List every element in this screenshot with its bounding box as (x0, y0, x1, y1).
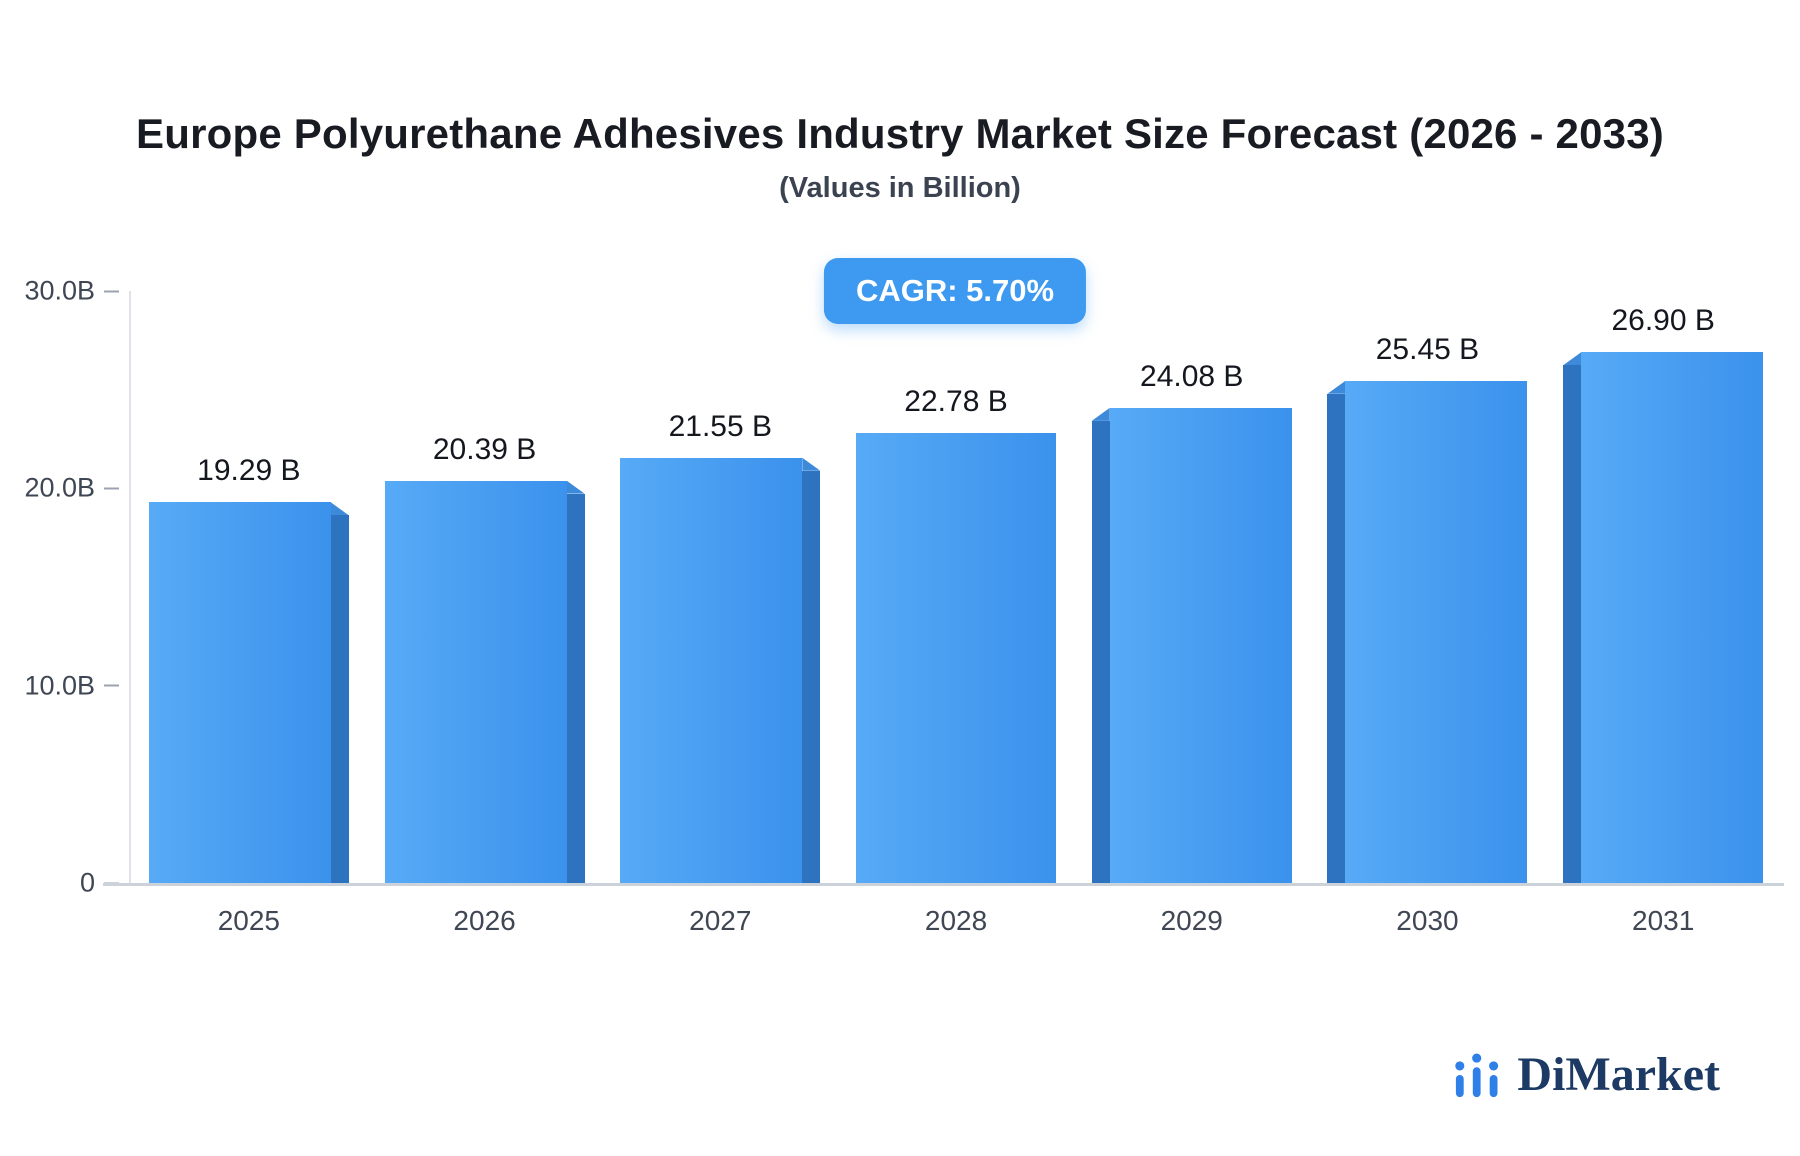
x-axis-label: 2030 (1396, 905, 1459, 936)
x-axis-label: 2026 (453, 905, 516, 936)
x-axis-label: 2027 (689, 905, 752, 936)
bar (620, 457, 821, 883)
bar-side (566, 493, 585, 883)
bar-face (856, 433, 1057, 883)
bar-face (1345, 380, 1528, 883)
y-tick-label: 20.0B (24, 472, 95, 503)
x-axis-line (103, 883, 1784, 886)
y-tick-label: 10.0B (24, 670, 95, 701)
bar (1563, 352, 1764, 883)
bar-value-label: 22.78 B (904, 385, 1008, 419)
y-tick-mark (104, 684, 119, 687)
x-axis-label: 2031 (1632, 905, 1695, 936)
bar-side (330, 515, 349, 883)
bar-value-label: 19.29 B (197, 454, 301, 488)
y-tick: 30.0B (24, 276, 123, 307)
bar (856, 433, 1057, 883)
bar-bevel (566, 480, 585, 494)
bar-side (1327, 393, 1346, 883)
y-tick: 10.0B (24, 670, 123, 701)
bar-value-label: 26.90 B (1611, 304, 1715, 338)
y-tick-mark (104, 487, 119, 490)
bars: 19.29 B 2025 20.39 B 2026 21.55 B 2027 22.78 B… (131, 291, 1781, 936)
y-axis: 0 10.0B 20.0B 30.0B (0, 276, 123, 898)
y-tick: 20.0B (24, 473, 123, 504)
y-tick-label: 30.0B (24, 275, 95, 306)
bar-side (802, 470, 821, 883)
bar (384, 480, 585, 883)
bar-slot: 24.08 B 2029 (1074, 291, 1310, 936)
bar-slot: 26.90 B 2031 (1545, 291, 1781, 936)
y-tick-label: 0 (79, 867, 95, 898)
bar-bevel (1091, 407, 1110, 421)
y-tick-mark (104, 290, 119, 292)
bar (1091, 407, 1292, 883)
bar-chart-icon (1455, 1053, 1499, 1097)
bar-bevel (330, 502, 349, 516)
chart-subtitle: (Values in Billion) (779, 172, 1021, 204)
bar-face (384, 480, 567, 883)
bar-slot: 21.55 B 2027 (602, 291, 838, 936)
bar-value-label: 24.08 B (1140, 359, 1244, 393)
bar-value-label: 25.45 B (1375, 332, 1480, 366)
bar-face (620, 457, 803, 883)
bar (148, 502, 349, 883)
bar-slot: 20.39 B 2026 (367, 291, 603, 936)
x-axis-label: 2025 (217, 905, 281, 936)
x-axis-label: 2029 (1160, 905, 1223, 936)
bar-value-label: 20.39 B (432, 432, 537, 466)
x-axis-label: 2028 (924, 905, 988, 936)
bar-face (1109, 407, 1292, 883)
chart-title: Europe Polyurethane Adhesives Industry M… (136, 110, 1664, 157)
bar-value-label: 21.55 B (668, 409, 773, 443)
bar-side (1091, 420, 1110, 883)
bar-bevel (1563, 352, 1582, 366)
plot-area: 19.29 B 2025 20.39 B 2026 21.55 B 2027 22.78 B… (129, 291, 1781, 936)
cagr-badge: CAGR: 5.70% (823, 258, 1087, 324)
bar-slot: 22.78 B 2028 (838, 291, 1074, 936)
bar-bevel (1327, 380, 1346, 394)
bar-face (148, 502, 331, 883)
bar (1327, 380, 1528, 883)
brand-logo: DiMarket (1452, 1047, 1720, 1102)
brand-name: DiMarket (1517, 1048, 1720, 1101)
bar-face (1581, 352, 1764, 883)
bar-bevel (802, 457, 821, 471)
bar-slot: 19.29 B 2025 (131, 291, 367, 936)
bar-side (1563, 365, 1582, 883)
bar-slot: 25.45 B 2030 (1310, 291, 1546, 936)
